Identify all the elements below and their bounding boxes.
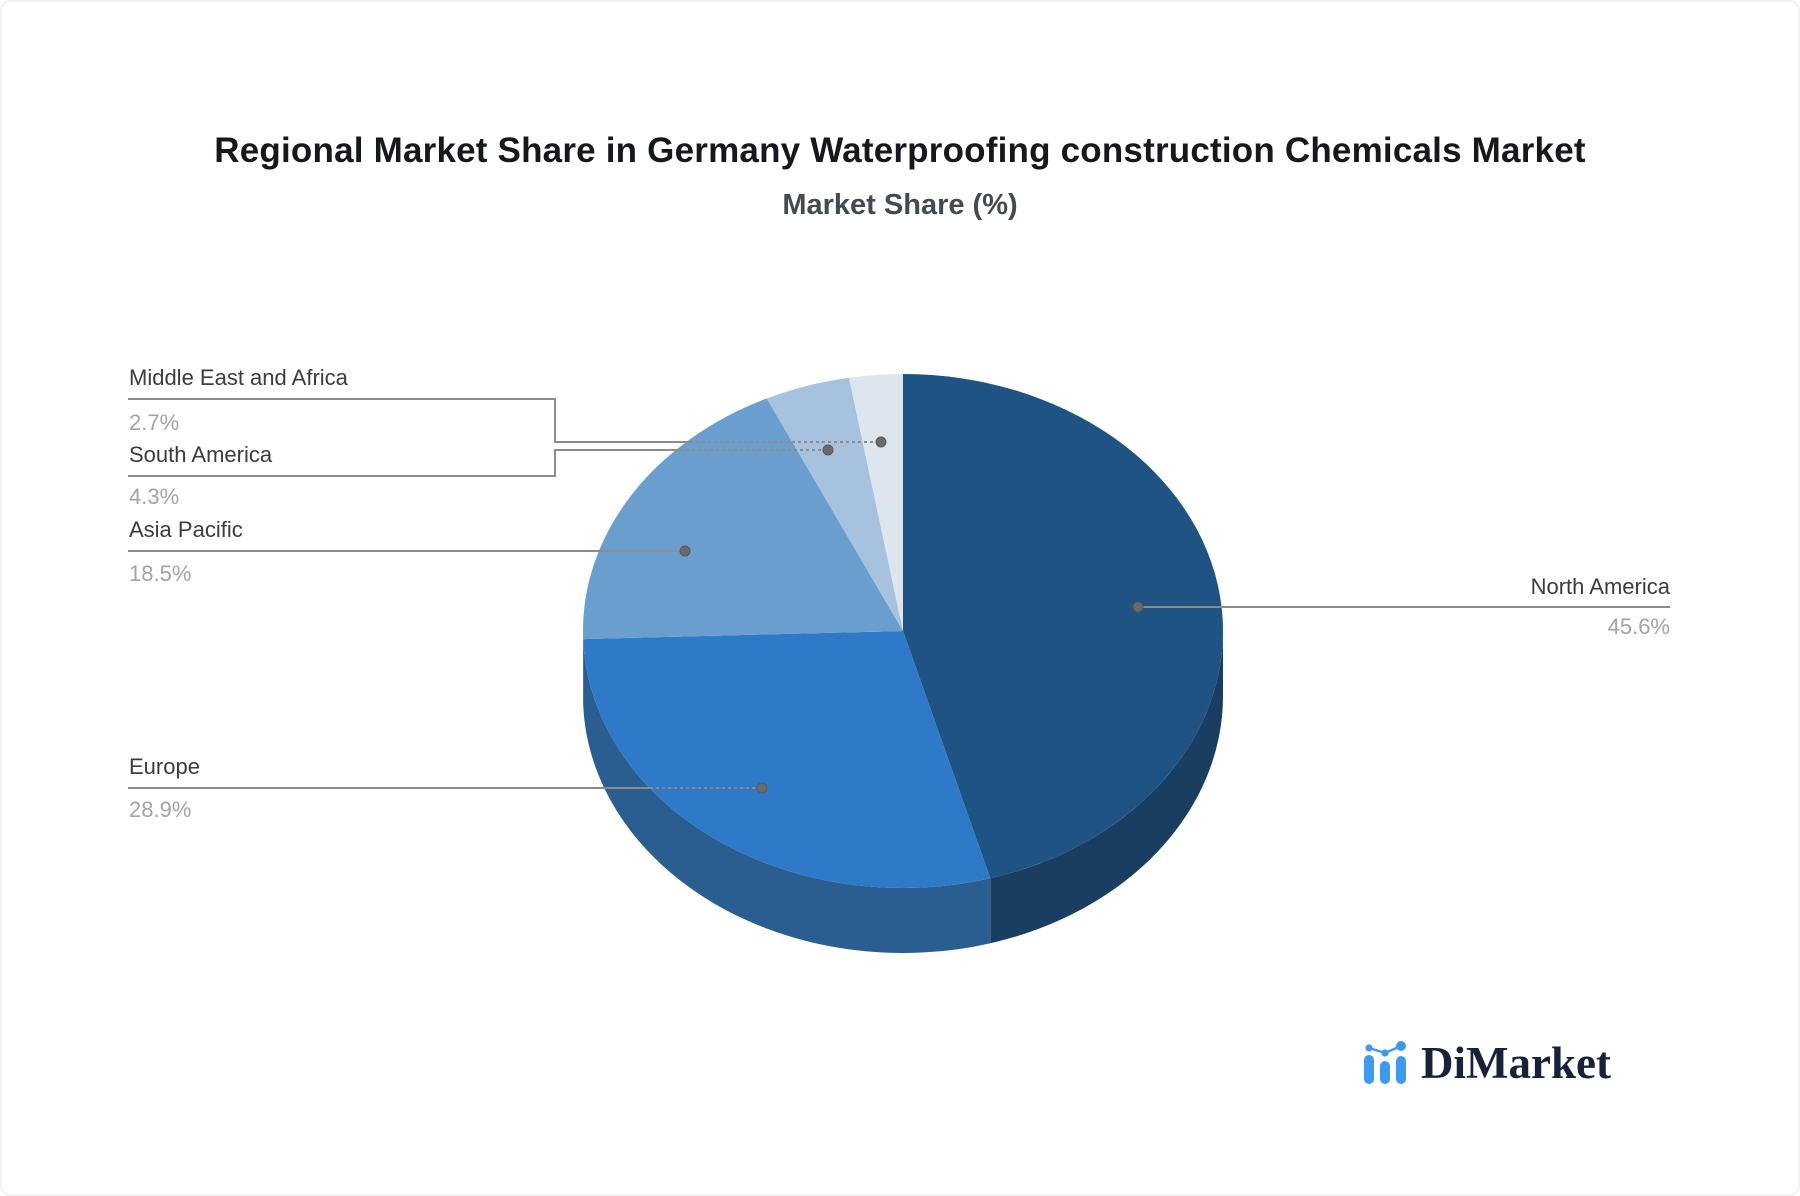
dimarket-logo: DiMarket <box>1362 1035 1611 1091</box>
slice-value-middle-east-and-africa: 2.7% <box>129 410 180 435</box>
pie-slice-side-europe <box>583 639 991 953</box>
pie-slice-europe[interactable] <box>583 631 991 888</box>
leader-dot-asia-pacific <box>679 545 691 557</box>
logo-text: DiMarket <box>1421 1038 1611 1088</box>
leader-dot-europe <box>756 782 768 794</box>
pie-slice-middle-east-and-africa[interactable] <box>848 374 903 631</box>
leader-line-south-america <box>128 449 680 477</box>
chart-title: Regional Market Share in Germany Waterpr… <box>214 131 1586 170</box>
slice-value-europe: 28.9% <box>129 797 192 822</box>
pie-slice-side-north-america <box>990 631 1223 944</box>
leader-dot-south-america <box>822 444 834 456</box>
slice-label-asia-pacific: Asia Pacific <box>129 517 243 542</box>
slice-label-europe: Europe <box>129 754 200 779</box>
pie-slice-asia-pacific[interactable] <box>583 398 903 640</box>
slice-value-north-america: 45.6% <box>1607 614 1670 639</box>
bar-chart-logo-icon <box>1364 1041 1406 1084</box>
slice-value-asia-pacific: 18.5% <box>129 561 192 586</box>
slice-label-middle-east-and-africa: Middle East and Africa <box>129 365 348 390</box>
pie-slice-north-america[interactable] <box>903 374 1223 879</box>
chart-subtitle: Market Share (%) <box>782 189 1018 221</box>
leader-dot-north-america <box>1132 601 1144 613</box>
leader-line-middle-east-and-africa <box>128 398 690 443</box>
leader-dot-middle-east-and-africa <box>875 436 887 448</box>
slice-value-south-america: 4.3% <box>129 484 180 509</box>
slice-label-north-america: North America <box>1530 574 1670 599</box>
slice-label-south-america: South America <box>129 442 273 467</box>
